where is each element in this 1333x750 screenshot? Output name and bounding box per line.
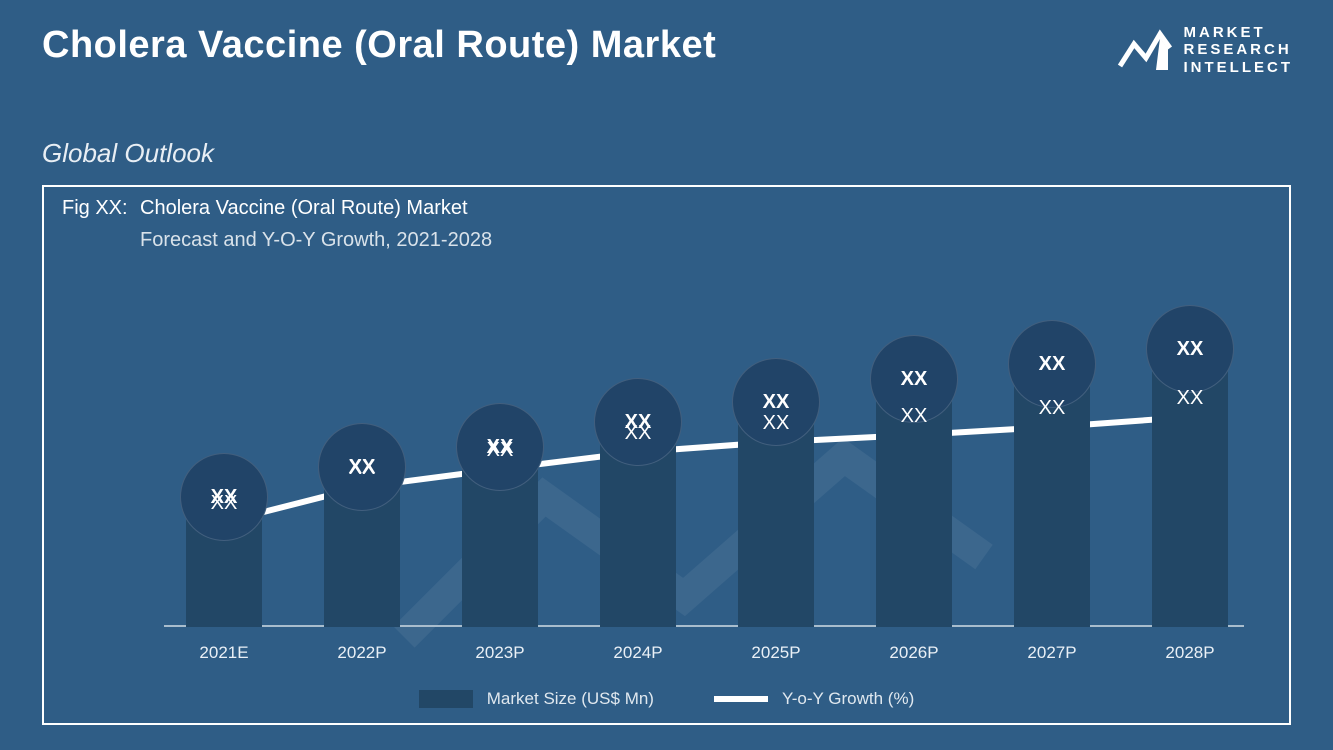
line-point-label: XX (625, 422, 652, 445)
legend-item-bar: Market Size (US$ Mn) (419, 689, 654, 709)
subhead: Global Outlook (42, 138, 214, 169)
bar: XX (600, 422, 676, 627)
logo-line1: MARKET (1184, 24, 1294, 41)
line-point-label: XX (763, 412, 790, 435)
legend: Market Size (US$ Mn) Y-o-Y Growth (%) (44, 689, 1289, 709)
x-tick-label: 2024P (613, 643, 662, 663)
line-point-label: XX (1177, 387, 1204, 410)
bar-value-label: XX (1008, 320, 1096, 408)
plot-area: XXXX2021EXXXX2022PXXXX2023PXXXX2024PXXXX… (164, 277, 1244, 627)
x-tick-label: 2021E (199, 643, 248, 663)
legend-line-label: Y-o-Y Growth (%) (782, 689, 914, 709)
x-tick-label: 2022P (337, 643, 386, 663)
x-tick-label: 2028P (1165, 643, 1214, 663)
brand-logo: MARKET RESEARCH INTELLECT (1116, 24, 1294, 76)
bar-value-label: XX (1146, 305, 1234, 393)
figure-subtitle: Forecast and Y-O-Y Growth, 2021-2028 (140, 229, 492, 252)
line-point-label: XX (1039, 397, 1066, 420)
x-tick-label: 2027P (1027, 643, 1076, 663)
line-point-label: XX (349, 457, 376, 480)
legend-item-line: Y-o-Y Growth (%) (714, 689, 914, 709)
swatch-bar-icon (419, 690, 473, 708)
logo-line3: INTELLECT (1184, 59, 1294, 76)
x-tick-label: 2025P (751, 643, 800, 663)
chart-container: Fig XX: Cholera Vaccine (Oral Route) Mar… (42, 185, 1291, 725)
legend-bar-label: Market Size (US$ Mn) (487, 689, 654, 709)
bar: XX (324, 467, 400, 627)
page-title: Cholera Vaccine (Oral Route) Market (42, 24, 716, 67)
x-tick-label: 2026P (889, 643, 938, 663)
bar: XX (738, 402, 814, 627)
swatch-line-icon (714, 696, 768, 702)
logo-line2: RESEARCH (1184, 41, 1294, 58)
figure-title: Cholera Vaccine (Oral Route) Market (140, 197, 468, 220)
line-point-label: XX (211, 492, 238, 515)
x-tick-label: 2023P (475, 643, 524, 663)
logo-icon (1116, 26, 1174, 74)
figure-label: Fig XX: (62, 197, 128, 220)
bar: XX (186, 497, 262, 627)
line-point-label: XX (901, 405, 928, 428)
bar: XX (462, 447, 538, 627)
line-point-label: XX (487, 439, 514, 462)
